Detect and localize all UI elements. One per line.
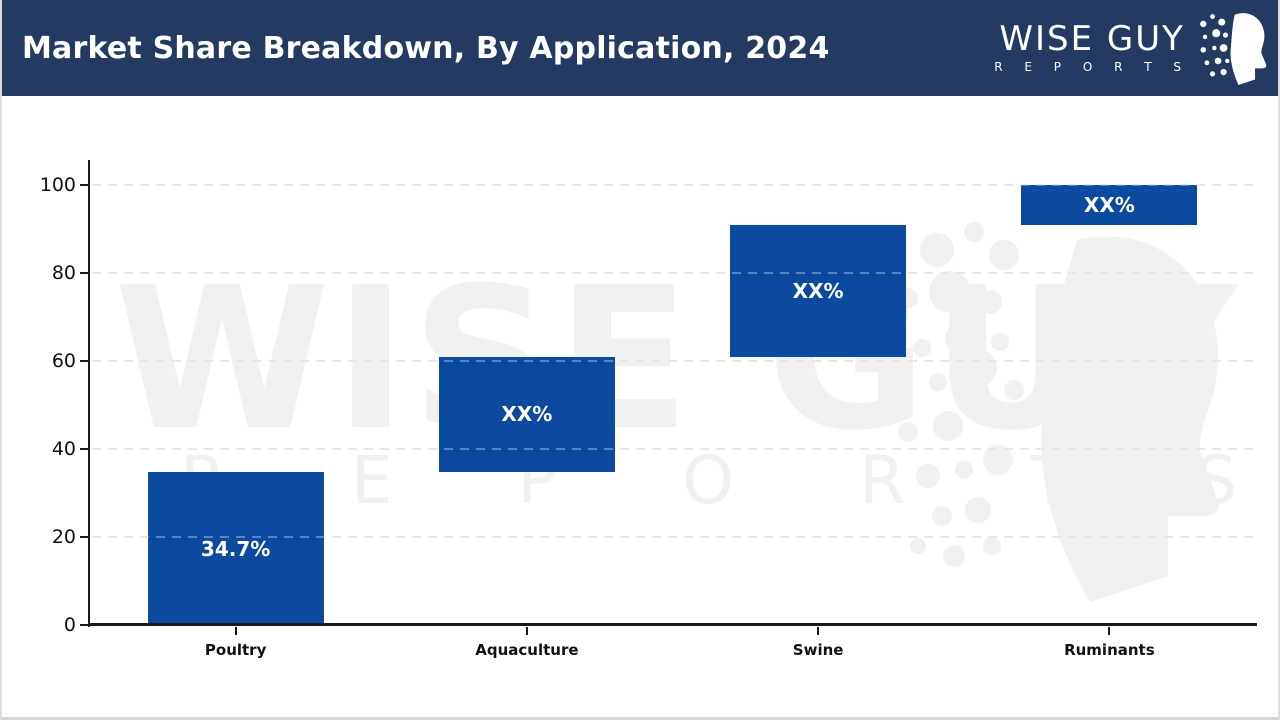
bar-value-label: XX% — [1083, 192, 1135, 217]
y-tick-mark — [80, 624, 88, 626]
bar-value-label: 34.7% — [200, 536, 271, 561]
gridline-overlay — [92, 184, 1255, 186]
gridline — [92, 360, 1255, 362]
y-axis-line — [88, 160, 90, 627]
page-title: Market Share Breakdown, By Application, … — [22, 30, 830, 66]
x-category-label: Ruminants — [1064, 641, 1155, 659]
x-axis-line — [88, 623, 1257, 626]
bar-value-label: XX% — [792, 278, 844, 303]
x-category-label: Swine — [792, 641, 844, 659]
x-tick-mark — [817, 627, 820, 635]
header-bar: Market Share Breakdown, By Application, … — [2, 0, 1278, 96]
y-tick-label: 60 — [51, 350, 76, 372]
logo-wordmark: WISE GUY — [999, 19, 1185, 59]
y-tick-label: 100 — [39, 174, 76, 196]
y-tick-mark — [80, 360, 88, 362]
bar-segment — [730, 224, 907, 357]
gridline-overlay — [92, 536, 1255, 538]
bar-segment — [438, 356, 615, 473]
bar-segment — [1021, 185, 1198, 225]
x-category-label: Poultry — [204, 641, 267, 659]
y-tick-label: 40 — [51, 438, 76, 460]
y-tick-label: 20 — [51, 526, 76, 548]
gridline-overlay — [92, 448, 1255, 450]
gridline — [92, 272, 1255, 274]
x-tick-mark — [525, 627, 528, 635]
gridline — [92, 184, 1255, 186]
logo-face-icon — [1200, 13, 1267, 86]
gridline-overlay — [92, 272, 1255, 274]
y-tick-label: 80 — [51, 262, 76, 284]
logo-subtitle: R E P O R T S — [994, 60, 1190, 74]
wise-guy-logo: WISE GUY R E P O R T S — [994, 6, 1268, 90]
gridline — [92, 536, 1255, 538]
y-tick-mark — [80, 448, 88, 450]
bar-segment — [147, 472, 324, 625]
x-tick-mark — [1108, 627, 1111, 635]
chart-plot-area: 0 20 40 60 80 100 34.7% Poultry XX% Aquaculture XX… — [2, 96, 1278, 717]
x-tick-mark — [234, 627, 237, 635]
y-tick-mark — [80, 184, 88, 186]
watermark-face-icon — [886, 222, 1219, 602]
y-tick-label: 0 — [63, 614, 76, 636]
y-tick-mark — [80, 272, 88, 274]
bar-value-label: XX% — [501, 402, 553, 427]
y-tick-mark — [80, 536, 88, 538]
x-category-label: Aquaculture — [475, 641, 579, 659]
gridline — [92, 448, 1255, 450]
logo-text: WISE GUY R E P O R T S — [994, 21, 1190, 75]
gridline-overlay — [92, 360, 1255, 362]
